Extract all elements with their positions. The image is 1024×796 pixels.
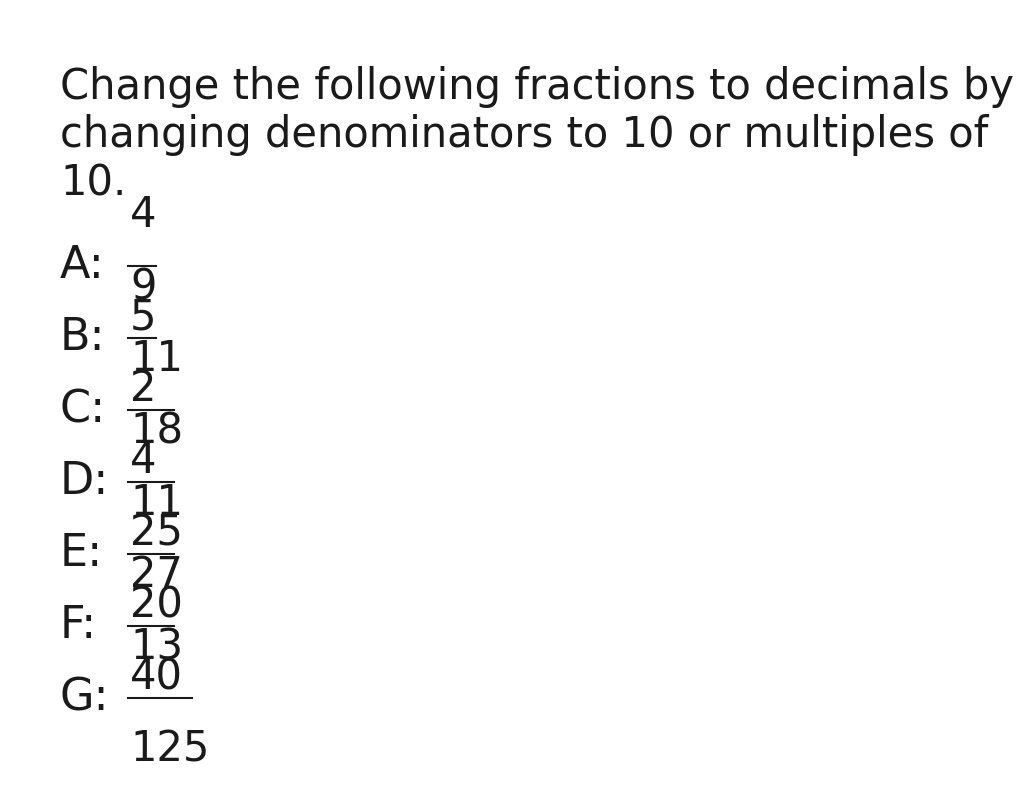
Text: G:: G: <box>60 677 110 720</box>
Text: Change the following fractions to decimals by: Change the following fractions to decima… <box>60 66 1014 108</box>
Text: 27: 27 <box>130 554 182 596</box>
Text: 11: 11 <box>130 482 183 524</box>
Text: 4: 4 <box>130 440 157 482</box>
Text: 125: 125 <box>130 728 209 770</box>
Text: B:: B: <box>60 317 105 360</box>
Text: 5: 5 <box>130 296 157 338</box>
Text: 4: 4 <box>130 194 157 236</box>
Text: 10.: 10. <box>60 162 126 204</box>
Text: 20: 20 <box>130 584 183 626</box>
Text: 11: 11 <box>130 338 183 380</box>
Text: 25: 25 <box>130 512 183 554</box>
Text: 2: 2 <box>130 368 157 410</box>
Text: C:: C: <box>60 388 106 431</box>
Text: 40: 40 <box>130 656 183 698</box>
Text: changing denominators to 10 or multiples of: changing denominators to 10 or multiples… <box>60 114 988 156</box>
Text: F:: F: <box>60 604 97 647</box>
Text: 18: 18 <box>130 410 183 452</box>
Text: E:: E: <box>60 533 103 576</box>
Text: D:: D: <box>60 461 110 504</box>
Text: 13: 13 <box>130 626 183 668</box>
Text: 9: 9 <box>130 266 157 308</box>
Text: A:: A: <box>60 244 104 287</box>
